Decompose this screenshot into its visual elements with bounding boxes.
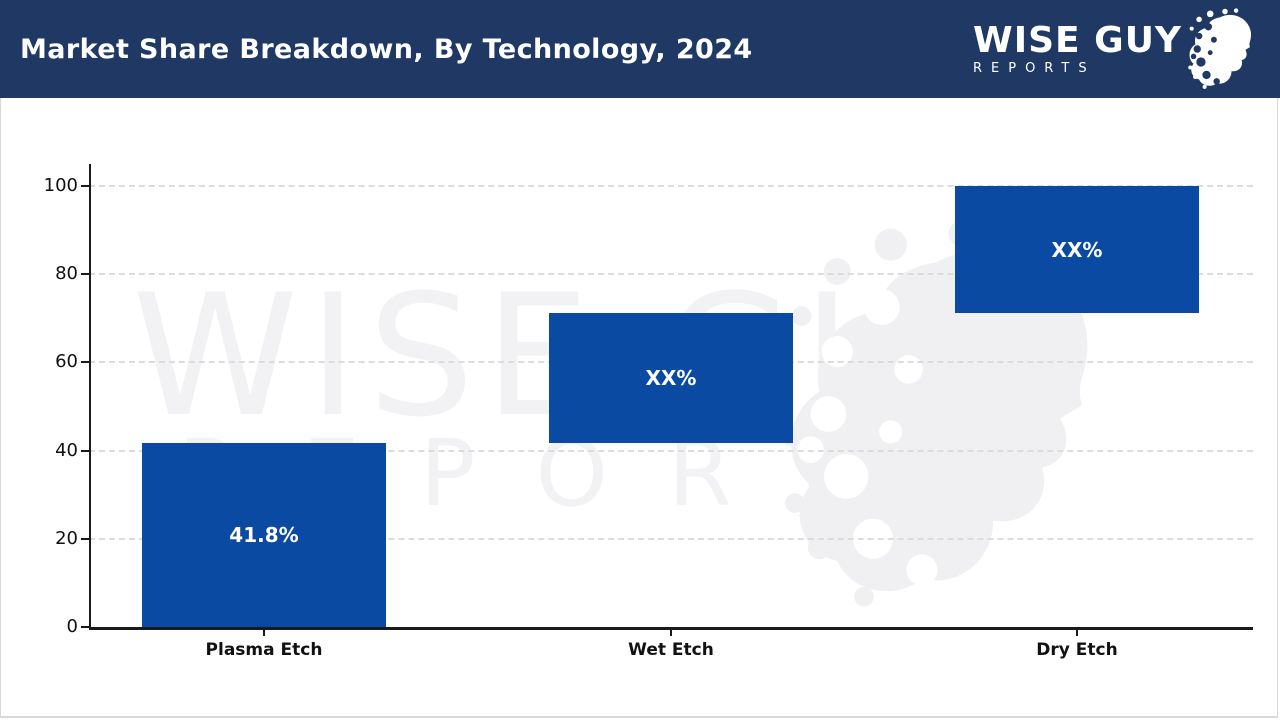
bar-plasma-etch: 41.8% — [142, 442, 386, 627]
brand-logo-wise-guy: WISE GUY — [972, 20, 1182, 61]
y-tick-mark — [81, 361, 89, 364]
gridline — [89, 185, 1253, 187]
y-tick-label: 40 — [55, 439, 78, 461]
brand-logo: WISE GUY REPORTS — [973, 6, 1262, 92]
x-axis-line — [89, 627, 1253, 630]
y-tick-label: 60 — [55, 351, 78, 373]
bar-dry-etch: XX% — [955, 186, 1199, 313]
y-tick-mark — [81, 273, 89, 276]
y-axis-line — [89, 164, 91, 629]
x-category-label: Plasma Etch — [205, 640, 323, 660]
watermark-face-icon — [785, 218, 1088, 607]
y-tick-mark — [81, 537, 89, 540]
y-tick-label: 100 — [43, 175, 78, 196]
bar-value-label: XX% — [1051, 237, 1103, 262]
y-tick-label: 20 — [55, 527, 78, 549]
brand-logo-text: WISE GUY REPORTS — [972, 20, 1182, 76]
gridline — [89, 537, 1253, 540]
bar-wet-etch: XX% — [549, 313, 793, 443]
x-category-label: Dry Etch — [1036, 640, 1118, 660]
x-category-label: Wet Etch — [628, 640, 714, 660]
x-tick-mark — [670, 629, 672, 636]
brand-face-icon — [1188, 8, 1252, 89]
bar-value-label: XX% — [645, 365, 697, 390]
y-tick-mark — [81, 449, 89, 452]
x-tick-mark — [1076, 629, 1078, 636]
y-tick-label: 80 — [55, 263, 78, 285]
y-tick-mark — [81, 626, 89, 628]
brand-logo-reports: REPORTS — [972, 61, 1096, 76]
gridline — [89, 273, 1253, 276]
x-tick-mark — [263, 629, 265, 636]
page-title: Market Share Breakdown, By Technology, 2… — [20, 33, 753, 65]
header: Market Share Breakdown, By Technology, 2… — [0, 0, 1280, 98]
y-tick-label: 0 — [66, 616, 78, 637]
bar-value-label: 41.8% — [229, 522, 299, 547]
gridline — [89, 449, 1253, 452]
y-tick-mark — [81, 185, 89, 187]
